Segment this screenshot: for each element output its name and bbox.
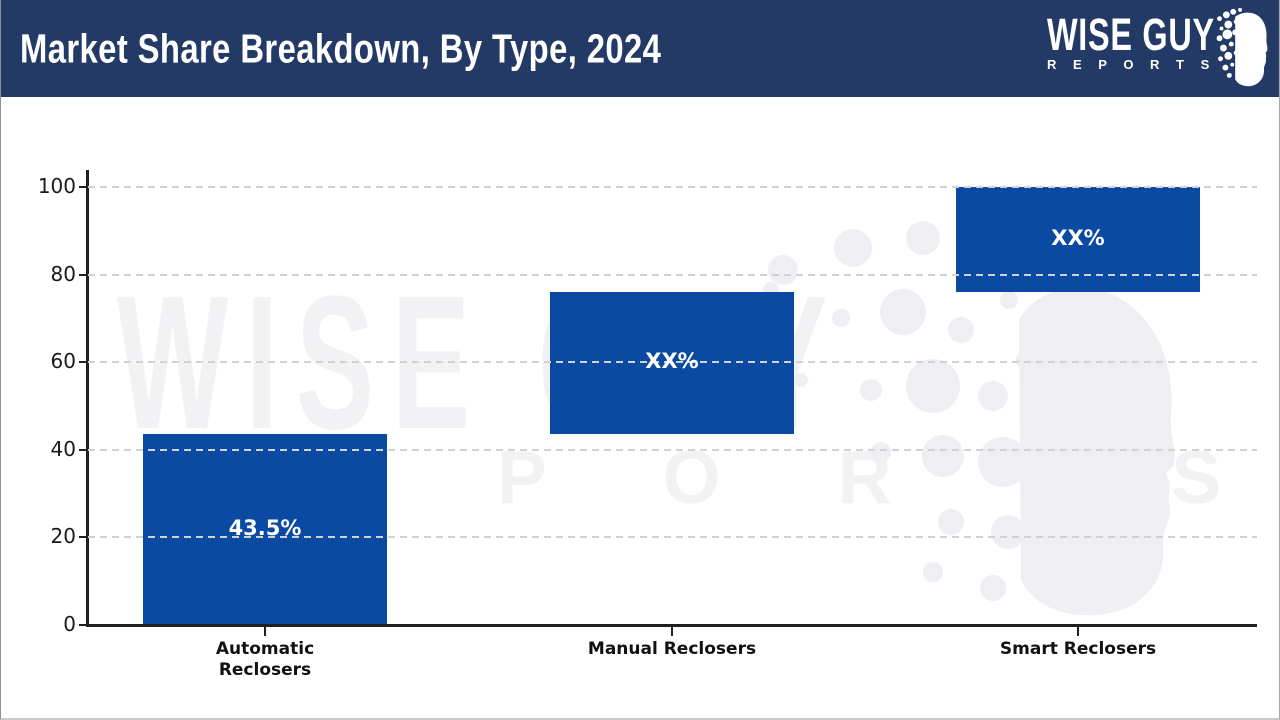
y-tick-mark [79, 448, 88, 451]
x-tick-mark [1077, 627, 1079, 636]
y-tick-label: 80 [50, 261, 76, 286]
bar-segment [550, 292, 794, 435]
wise-guy-reports-logo: WISE GUY R E P O R T S [1047, 9, 1279, 72]
y-tick-label: 100 [37, 174, 76, 198]
y-tick-label: 60 [50, 349, 76, 374]
bar-value-label: XX% [1051, 225, 1105, 250]
gridline [88, 186, 1257, 188]
x-tick-mark [264, 627, 266, 636]
logo-wordmark: WISE GUY [1047, 9, 1215, 60]
x-axis-category-label: Automatic Reclosers [215, 639, 315, 680]
gridline [88, 448, 1257, 451]
x-axis-category-label: Manual Reclosers [587, 639, 757, 659]
y-tick-mark [79, 186, 88, 188]
y-tick-mark [79, 273, 88, 276]
y-tick-label: 40 [50, 436, 76, 461]
x-axis-spine [86, 624, 1257, 627]
x-axis-category-label: Smart Reclosers [999, 639, 1157, 659]
y-tick-label: 20 [50, 524, 76, 549]
page-title: Market Share Breakdown, By Type, 2024 [20, 25, 662, 71]
header-band: Market Share Breakdown, By Type, 2024 WI… [1, 0, 1279, 97]
gridline [88, 536, 1257, 539]
logo-face-icon [1216, 7, 1268, 87]
y-axis-spine [86, 170, 89, 627]
bar-value-label: XX% [645, 349, 699, 374]
gridline [88, 361, 1257, 364]
bar-value-label: 43.5% [228, 515, 302, 540]
y-tick-mark [79, 624, 88, 626]
logo-subtext: R E P O R T S [1047, 57, 1216, 72]
y-tick-mark [79, 536, 88, 539]
y-tick-mark [79, 361, 88, 364]
x-tick-mark [671, 627, 673, 636]
y-tick-label: 0 [63, 612, 76, 636]
bar-segment [143, 434, 387, 625]
gridline [88, 273, 1257, 276]
